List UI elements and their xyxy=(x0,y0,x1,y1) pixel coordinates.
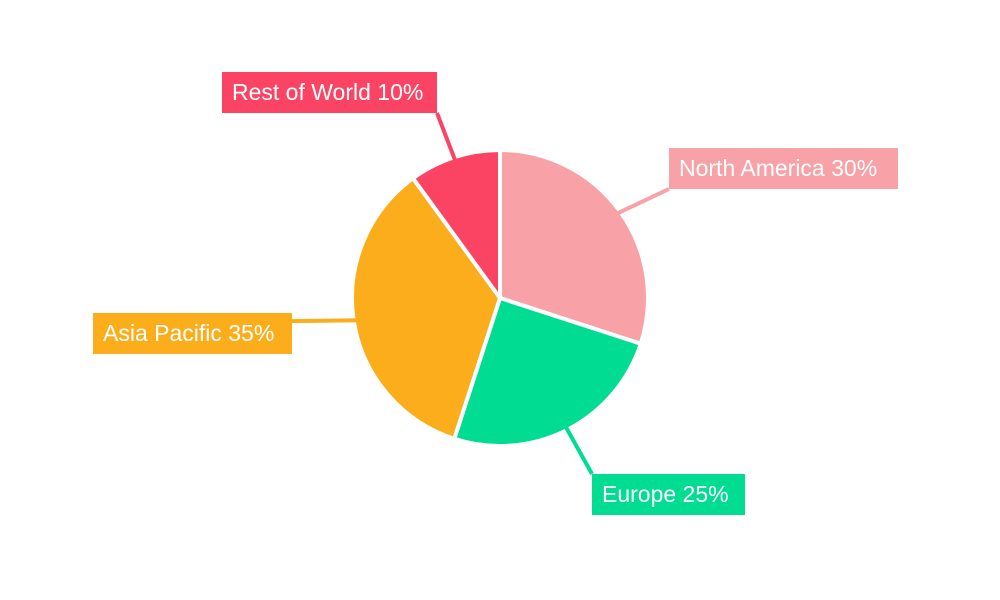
pie-label-asia-pacific: Asia Pacific 35% xyxy=(93,313,292,354)
leader-line-rest-of-world xyxy=(435,112,458,164)
leader-line-north-america xyxy=(614,187,670,217)
pie-label-north-america: North America 30% xyxy=(669,148,898,189)
pie-label-rest-of-world: Rest of World 10% xyxy=(222,72,437,113)
pie-label-europe: Europe 25% xyxy=(592,474,745,515)
leader-line-asia-pacific xyxy=(291,318,360,324)
leader-line-europe xyxy=(562,423,594,475)
